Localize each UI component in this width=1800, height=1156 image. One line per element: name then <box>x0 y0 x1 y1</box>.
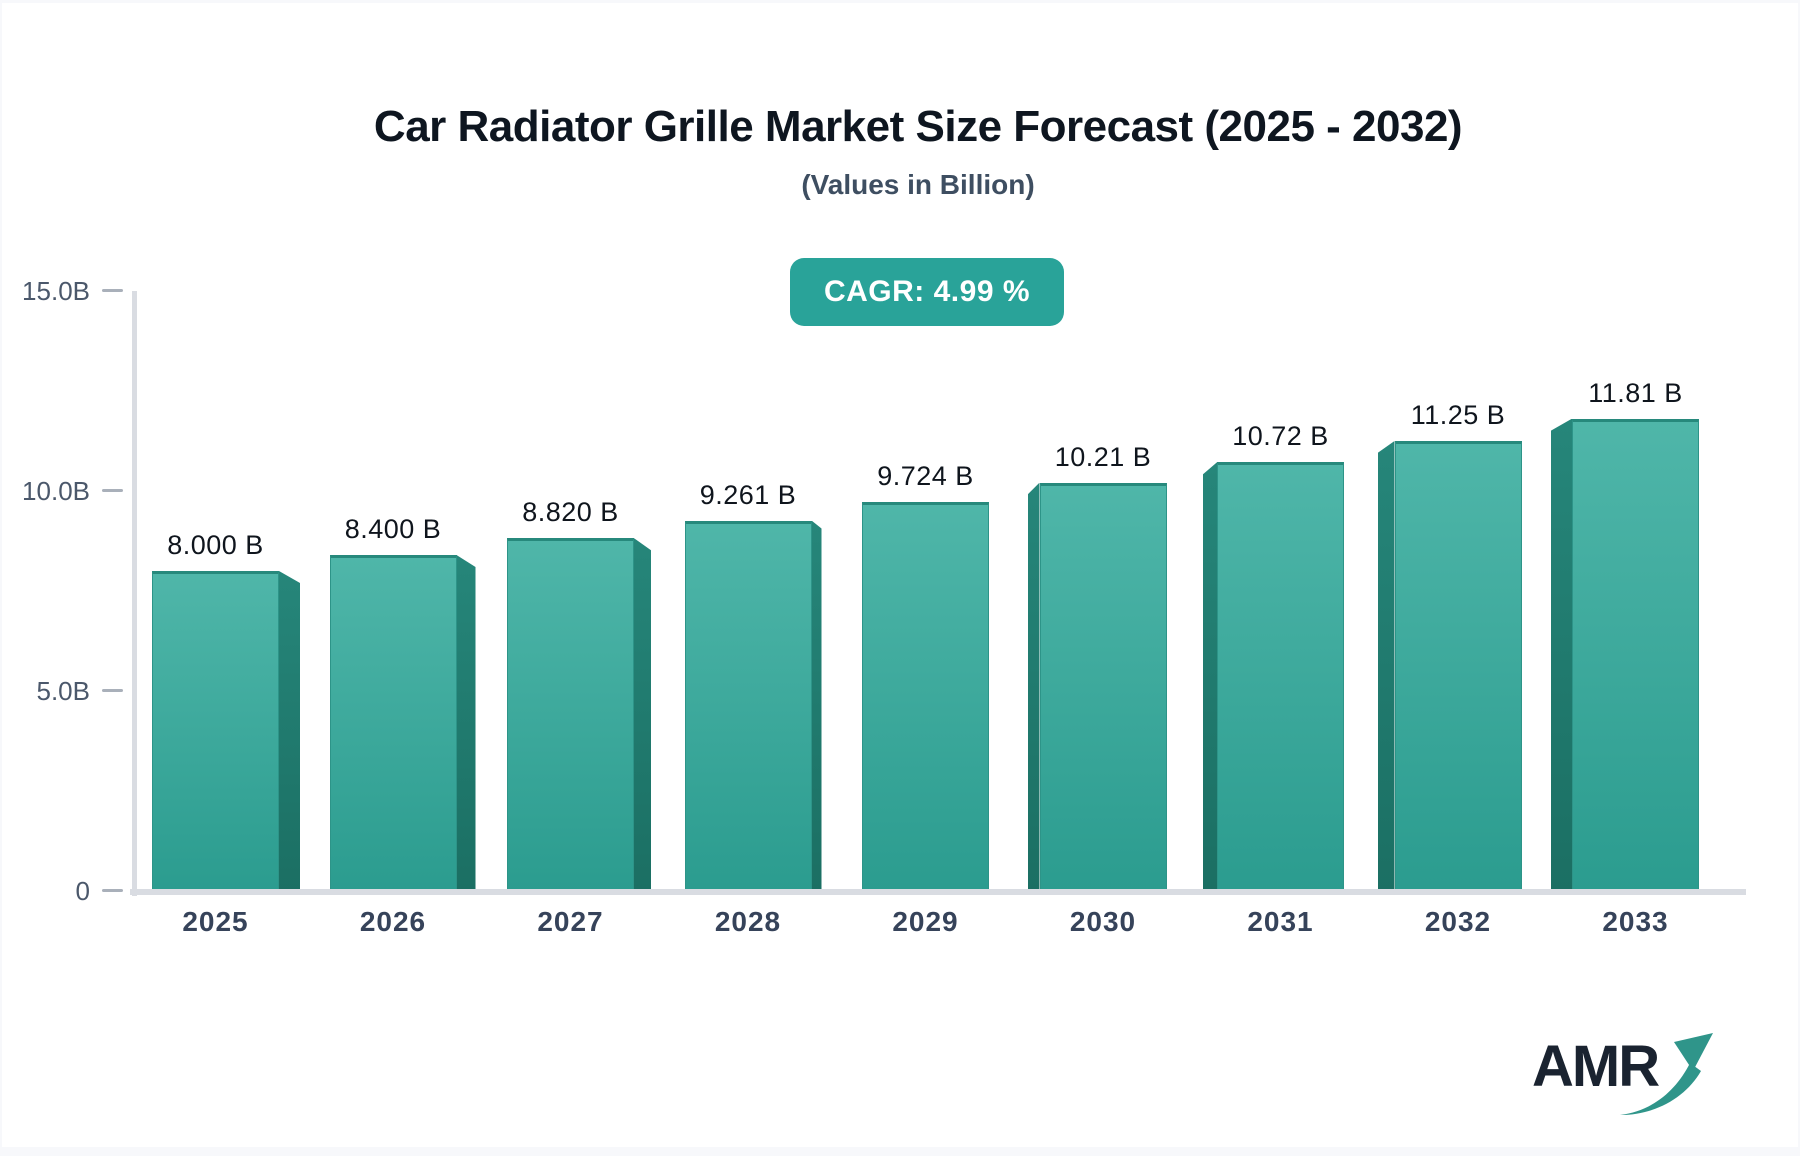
trend-up-arrow-icon <box>1620 1033 1713 1115</box>
bar-value-label-2028: 9.261 B <box>699 479 797 510</box>
chart-card: Car Radiator Grille Market Size Forecast… <box>2 3 1798 1147</box>
bar-side-2033 <box>1551 418 1572 891</box>
chart-subtitle: (Values in Billion) <box>801 169 1035 200</box>
bar-value-label-2026: 8.400 B <box>344 514 442 544</box>
x-axis-label-2030: 2030 <box>1069 906 1137 937</box>
y-tick-dash <box>102 889 123 892</box>
bar-2033 <box>1572 418 1699 891</box>
y-tick-dash <box>102 289 123 292</box>
x-axis-label-2029: 2029 <box>892 906 959 937</box>
bar-side-2025 <box>279 571 300 891</box>
bar-side-2031 <box>1203 462 1217 891</box>
x-axis-label-2028: 2028 <box>714 906 782 937</box>
y-tick-label: 0 <box>75 876 90 906</box>
bar-value-label-2030: 10.21 B <box>1054 441 1152 472</box>
plot-area: 15.0B 10.0B 5.0B 0 8.000 B 2025 8.400 B 2026 8.8… <box>2 3 1798 1147</box>
bar-2030 <box>1039 482 1167 891</box>
bar-value-label-2032: 11.25 B <box>1410 400 1506 430</box>
bar-side-2028 <box>811 520 822 891</box>
bar-side-2026 <box>456 555 476 891</box>
bar-value-label-2029: 9.724 B <box>877 461 974 492</box>
bar-2027 <box>507 538 634 891</box>
y-tick-label: 10.0B <box>22 476 90 506</box>
bar-value-label-2033: 11.81 B <box>1588 377 1683 408</box>
x-axis-label-2027: 2027 <box>537 906 604 937</box>
brand-logo-text: AMR <box>1532 1034 1660 1099</box>
x-axis-label-2026: 2026 <box>359 906 427 937</box>
x-axis-label-2025: 2025 <box>182 906 249 937</box>
bar-2031 <box>1217 462 1344 891</box>
bar-2032 <box>1394 441 1522 891</box>
bar-2026 <box>329 555 457 891</box>
y-tick-dash <box>102 689 123 692</box>
bar-2029 <box>862 502 989 891</box>
y-tick-label: 5.0B <box>36 676 91 706</box>
bar-2025 <box>152 571 279 891</box>
x-axis-line <box>130 889 1746 895</box>
bar-side-2027 <box>634 538 651 891</box>
bar-value-label-2031: 10.72 B <box>1232 421 1329 452</box>
x-axis-label-2033: 2033 <box>1602 906 1669 937</box>
bar-side-2032 <box>1377 441 1395 891</box>
bar-2028 <box>684 520 812 891</box>
chart-title: Car Radiator Grille Market Size Forecast… <box>373 102 1463 151</box>
x-axis-label-2032: 2032 <box>1424 906 1492 937</box>
y-axis-line <box>132 291 137 896</box>
bar-value-label-2025: 8.000 B <box>167 530 264 560</box>
cagr-badge-label: CAGR: 4.99 % <box>823 275 1031 308</box>
y-tick-label: 15.0B <box>22 276 90 306</box>
bar-side-2030 <box>1027 482 1040 891</box>
cagr-badge: CAGR: 4.99 % <box>790 258 1064 326</box>
y-tick-dash <box>102 489 123 492</box>
x-axis-label-2031: 2031 <box>1247 906 1314 937</box>
brand-logo: AMR <box>1532 1029 1722 1129</box>
bar-value-label-2027: 8.820 B <box>522 497 619 528</box>
